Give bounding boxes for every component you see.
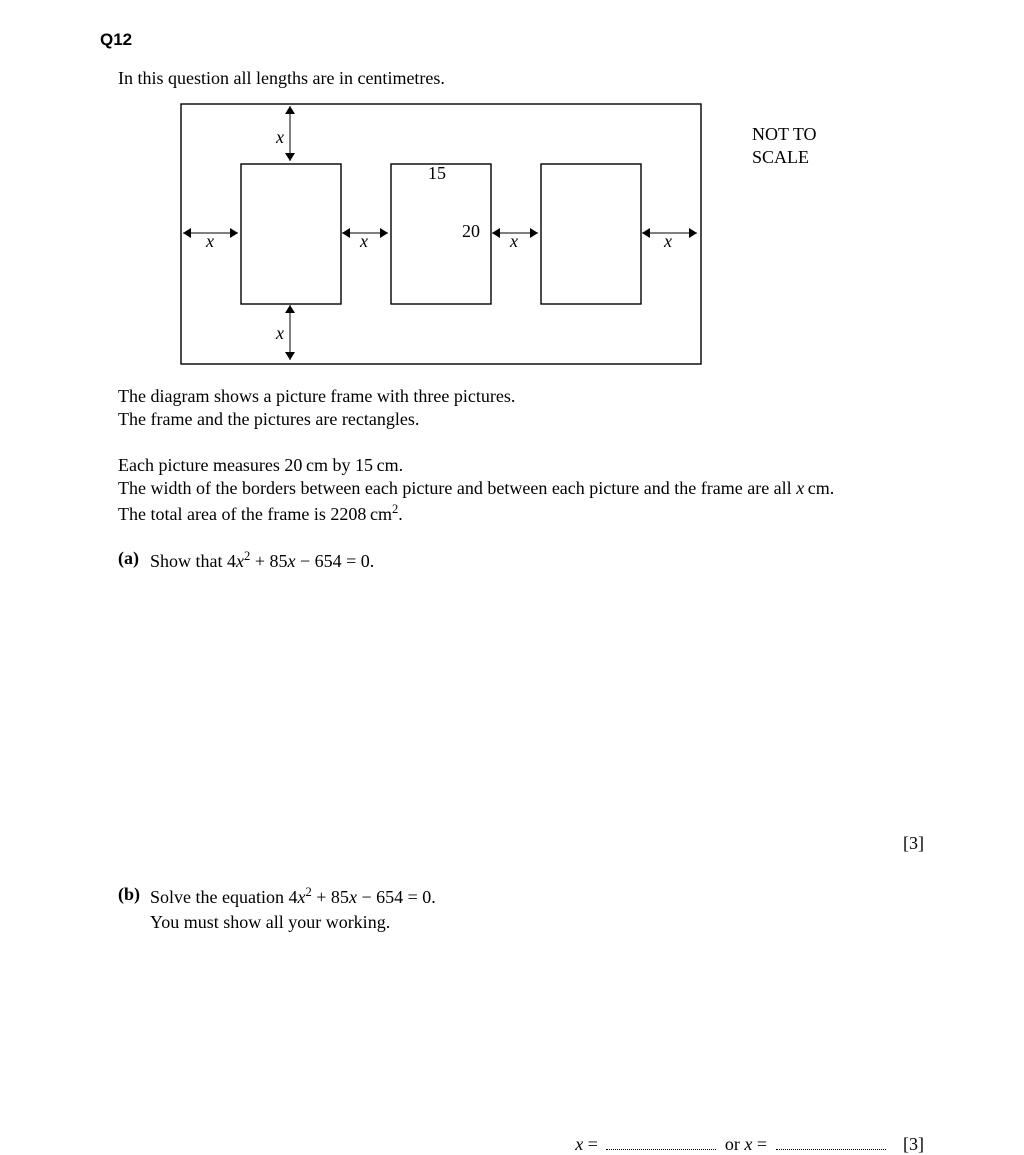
svg-text:x: x <box>509 231 518 251</box>
part-b-label: (b) <box>118 884 150 934</box>
desc2-l3-pre: The total area of the frame is 2208 cm <box>118 504 392 524</box>
frame-diagram: x x x x x x 15 20 <box>180 103 702 365</box>
desc1-line2: The frame and the pictures are rectangle… <box>118 408 924 431</box>
pa-var1: x <box>236 551 244 571</box>
pa-pre: Show that 4 <box>150 551 236 571</box>
pb-var2: x <box>349 887 357 907</box>
desc2-line3: The total area of the frame is 2208 cm2. <box>118 501 924 526</box>
svg-text:x: x <box>205 231 214 251</box>
pa-mid1: + 85 <box>250 551 287 571</box>
svg-text:x: x <box>359 231 368 251</box>
svg-text:20: 20 <box>462 221 480 241</box>
intro-text: In this question all lengths are in cent… <box>118 68 924 89</box>
desc2-line1: Each picture measures 20 cm by 15 cm. <box>118 454 924 477</box>
pa-mid2: − 654 = 0. <box>295 551 374 571</box>
part-a-text: Show that 4x2 + 85x − 654 = 0. <box>150 548 924 573</box>
part-b-body: Solve the equation 4x2 + 85x − 654 = 0. … <box>150 884 924 934</box>
svg-text:x: x <box>663 231 672 251</box>
answer-line: x = or x = [3] <box>100 1134 924 1155</box>
ans-eq1: = <box>583 1134 602 1154</box>
pb-pre: Solve the equation 4 <box>150 887 297 907</box>
part-b: (b) Solve the equation 4x2 + 85x − 654 =… <box>118 884 924 934</box>
ans-var1: x <box>575 1134 583 1154</box>
question-number: Q12 <box>100 30 924 50</box>
pb-mid1: + 85 <box>312 887 349 907</box>
diagram-row: x x x x x x 15 20 NOT TO SCALE <box>180 103 924 365</box>
work-space-a <box>100 583 924 833</box>
part-a-label: (a) <box>118 548 150 573</box>
svg-text:x: x <box>275 127 284 147</box>
desc1-line1: The diagram shows a picture frame with t… <box>118 385 924 408</box>
part-b-line2: You must show all your working. <box>150 910 924 934</box>
svg-text:x: x <box>275 323 284 343</box>
ans-or: or <box>720 1134 744 1154</box>
description-2: Each picture measures 20 cm by 15 cm. Th… <box>118 454 924 526</box>
marks-b: [3] <box>903 1134 924 1154</box>
part-a-body: Show that 4x2 + 85x − 654 = 0. <box>150 548 924 573</box>
scale-note-l2: SCALE <box>752 147 809 167</box>
description-1: The diagram shows a picture frame with t… <box>118 385 924 432</box>
desc2-line2: The width of the borders between each pi… <box>118 477 924 500</box>
desc2-l2-pre: The width of the borders between each pi… <box>118 478 796 498</box>
desc2-l2-post: cm. <box>804 478 834 498</box>
part-a: (a) Show that 4x2 + 85x − 654 = 0. <box>118 548 924 573</box>
scale-note: NOT TO SCALE <box>752 123 817 168</box>
scale-note-l1: NOT TO <box>752 124 817 144</box>
svg-text:15: 15 <box>428 163 446 183</box>
ans-eq2: = <box>752 1134 771 1154</box>
desc2-l2-var: x <box>796 478 804 498</box>
pb-mid2: − 654 = 0. <box>357 887 436 907</box>
part-b-line1: Solve the equation 4x2 + 85x − 654 = 0. <box>150 884 924 909</box>
desc2-l3-post: . <box>398 504 403 524</box>
marks-a: [3] <box>100 833 924 854</box>
